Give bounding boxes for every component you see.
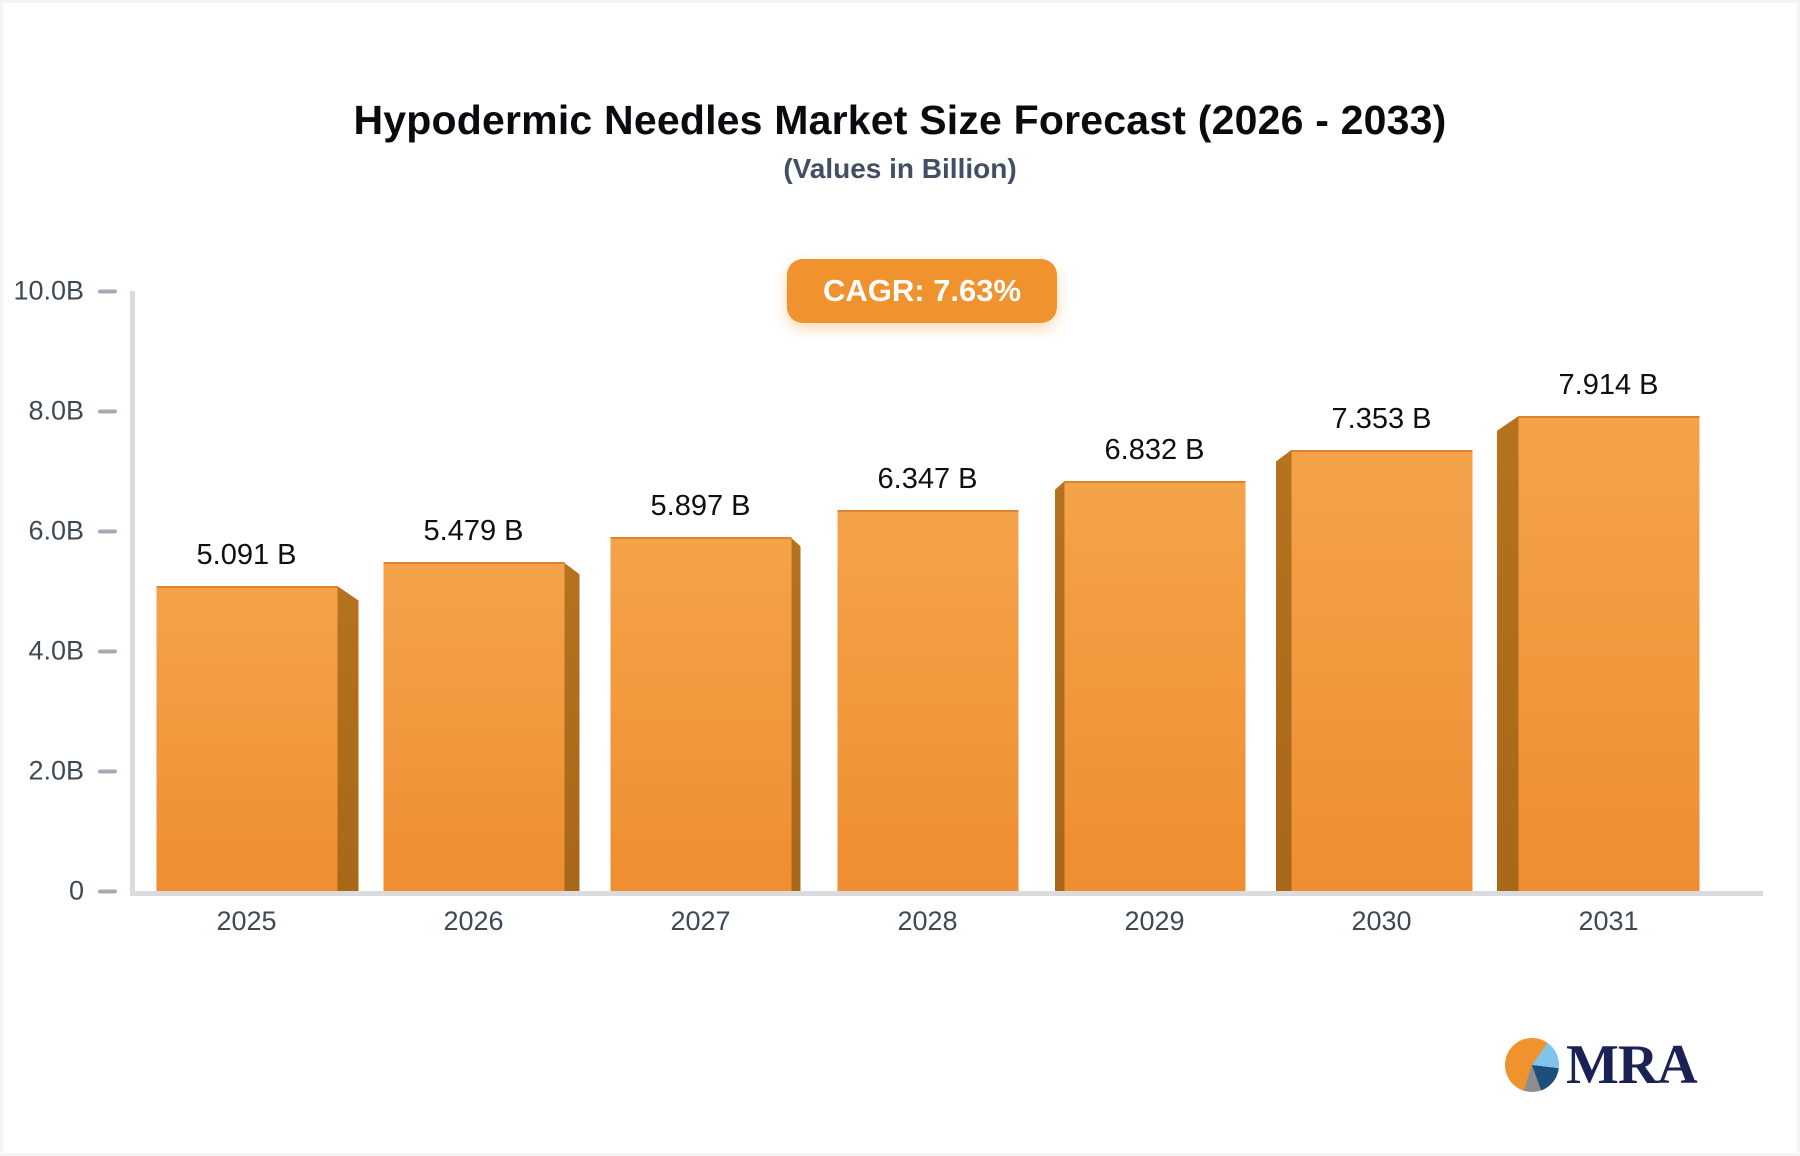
bar-group-2031: 7.914 B — [1495, 291, 1722, 891]
chart-subtitle: (Values in Billion) — [783, 153, 1017, 184]
y-tick-mark — [98, 289, 117, 293]
cagr-badge: CAGR: 7.63% — [786, 259, 1058, 323]
x-axis-label-2026: 2026 — [443, 906, 504, 936]
y-tick: 2.0B — [28, 756, 117, 787]
bar-side-face — [563, 562, 580, 891]
bar-2029 — [1064, 481, 1245, 891]
y-tick-label: 6.0B — [28, 515, 84, 546]
logo-text: MRA — [1566, 1034, 1698, 1096]
y-tick: 4.0B — [28, 636, 117, 667]
x-axis-label-2031: 2031 — [1578, 906, 1639, 936]
bar-side-face — [1054, 481, 1065, 891]
bar-value-label: 6.832 B — [1104, 434, 1205, 467]
pie-chart-logo-icon — [1505, 1038, 1559, 1092]
bar-group-2027: 5.897 B — [587, 291, 814, 891]
x-axis-label-2028: 2028 — [897, 906, 958, 936]
y-tick-mark — [98, 409, 117, 413]
y-tick: 6.0B — [28, 516, 117, 547]
y-axis-line — [130, 291, 135, 896]
bar-2026 — [383, 562, 564, 891]
x-axis-label-2025: 2025 — [216, 906, 277, 936]
y-tick: 8.0B — [28, 396, 117, 427]
x-axis-label-2029: 2029 — [1124, 906, 1185, 936]
y-tick-label: 2.0B — [28, 755, 84, 786]
bar-side-face — [790, 537, 801, 891]
bar-group-2030: 7.353 B — [1268, 291, 1495, 891]
bar-side-face — [1496, 416, 1519, 891]
bar-2030 — [1291, 449, 1472, 891]
bar-value-label: 5.479 B — [423, 515, 524, 548]
bar-2031 — [1518, 416, 1699, 891]
plot-area: 0 2.0B 4.0B 6.0B 8.0B 10.0B 5.091 B 5.479 B 5.8… — [13, 276, 1763, 906]
chart-title: Hypodermic Needles Market Size Forecast … — [353, 97, 1447, 143]
bar-value-label: 6.347 B — [877, 463, 978, 496]
x-axis-label-2027: 2027 — [670, 906, 731, 936]
y-tick: 0 — [69, 876, 117, 907]
x-axis-label-2030: 2030 — [1351, 906, 1412, 936]
y-tick-mark — [98, 649, 117, 653]
bar-value-label: 5.091 B — [196, 538, 297, 571]
mra-logo: MRA — [1505, 1034, 1698, 1096]
bar-group-2026: 5.479 B — [360, 291, 587, 891]
y-tick-mark — [98, 769, 117, 773]
bar-2025 — [156, 585, 337, 891]
y-tick-mark — [98, 529, 117, 533]
bar-2027 — [610, 537, 791, 891]
y-tick-mark — [98, 889, 117, 893]
x-axis-labels: 2025 2026 2027 2028 2029 2030 2031 — [133, 900, 1722, 937]
y-tick-label: 4.0B — [28, 635, 84, 666]
y-tick: 10.0B — [13, 276, 117, 307]
bars-layer: 5.091 B 5.479 B 5.897 B 6.347 B 6.832 B 7.353… — [133, 291, 1722, 891]
y-tick-label: 0 — [68, 875, 84, 906]
bar-value-label: 7.914 B — [1558, 369, 1659, 402]
bar-value-label: 5.897 B — [650, 490, 751, 523]
bar-side-face — [1275, 449, 1292, 891]
bar-group-2028: 6.347 B — [814, 291, 1041, 891]
bar-value-label: 7.353 B — [1331, 402, 1432, 435]
x-axis-line — [130, 891, 1763, 896]
bar-2028 — [837, 510, 1018, 891]
bar-group-2029: 6.832 B — [1041, 291, 1268, 891]
bar-group-2025: 5.091 B — [133, 291, 360, 891]
bar-side-face — [336, 585, 359, 891]
y-tick-label: 8.0B — [28, 395, 84, 426]
y-tick-label: 10.0B — [13, 275, 84, 306]
